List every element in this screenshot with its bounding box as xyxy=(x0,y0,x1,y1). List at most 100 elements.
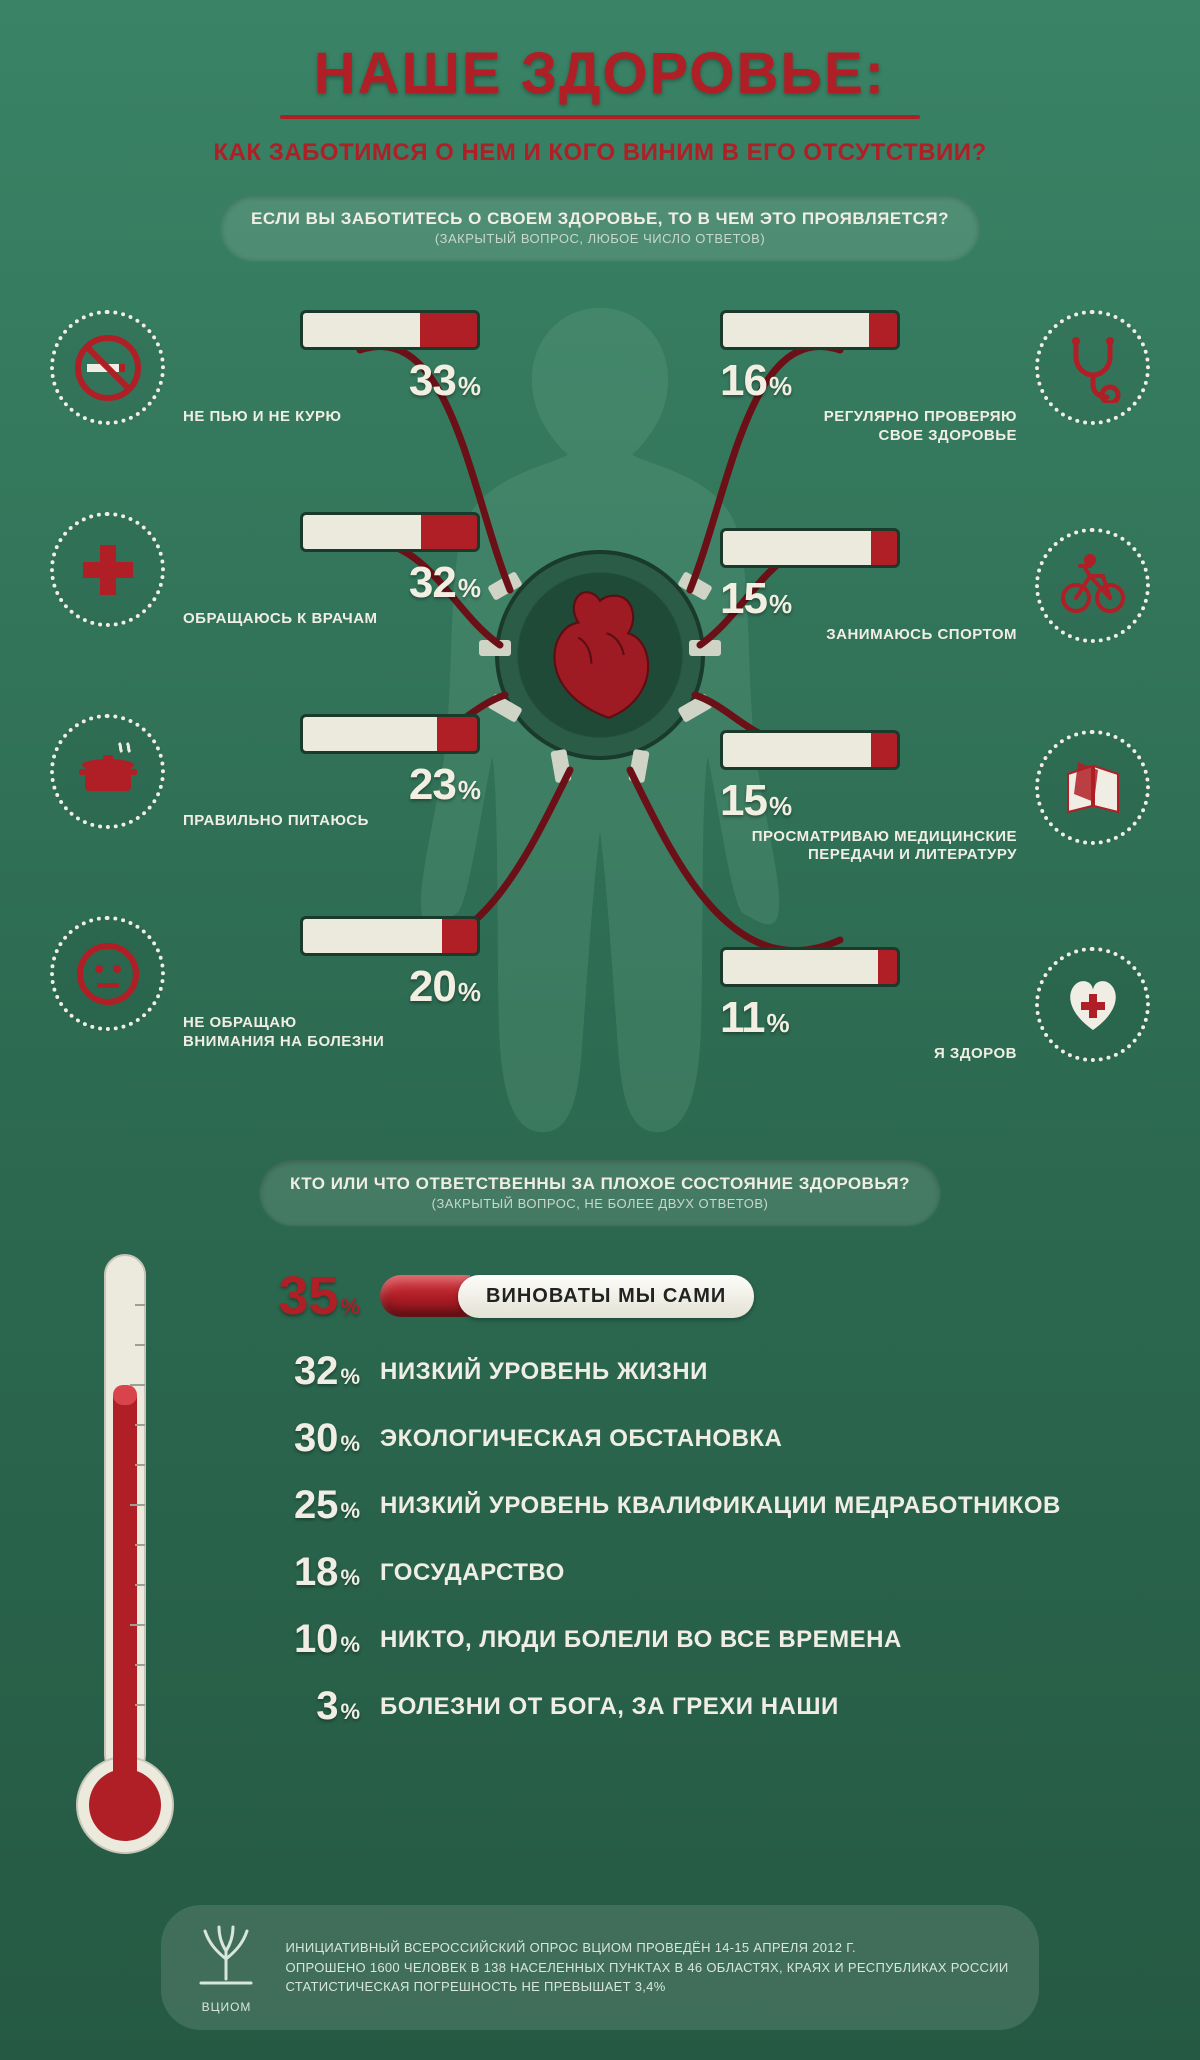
item-body: 20%НЕ ОБРАЩАЮВНИМАНИЯ НА БОЛЕЗНИ xyxy=(183,916,480,1052)
item-body: 32% ОБРАЩАЮСЬ К ВРАЧАМ xyxy=(183,512,480,629)
page-subtitle: КАК ЗАБОТИМСЯ О НЕМ И КОГО ВИНИМ В ЕГО О… xyxy=(50,139,1150,167)
blame-label: ЭКОЛОГИЧЕСКАЯ ОБСТАНОВКА xyxy=(380,1425,782,1453)
blame-label: НИЗКИЙ УРОВЕНЬ КВАЛИФИКАЦИИ МЕДРАБОТНИКО… xyxy=(380,1492,1061,1520)
left-column: 33%НЕ ПЬЮ И НЕ КУРЮ 32% ОБРАЩАЮСЬ К ВРАЧАМ… xyxy=(50,310,480,1134)
battery-empty xyxy=(723,733,871,767)
blame-list: 35% ВИНОВАТЫ МЫ САМИ 32% НИЗКИЙ УРОВЕНЬ ЖИЗ… xyxy=(230,1245,1150,1751)
blame-label: НИКТО, ЛЮДИ БОЛЕЛИ ВО ВСЕ ВРЕМЕНА xyxy=(380,1626,902,1654)
book-icon xyxy=(1035,730,1150,845)
item-label: РЕГУЛЯРНО ПРОВЕРЯЮСВОЕ ЗДОРОВЬЕ xyxy=(720,408,1017,446)
battery-gauge xyxy=(720,310,900,350)
right-column: 16%РЕГУЛЯРНО ПРОВЕРЯЮСВОЕ ЗДОРОВЬЕ15%ЗАН… xyxy=(720,310,1150,1149)
battery-empty xyxy=(723,531,871,565)
item-label: ПРОСМАТРИВАЮ МЕДИЦИНСКИЕПЕРЕДАЧИ И ЛИТЕР… xyxy=(720,828,1017,866)
battery-gauge xyxy=(720,528,900,568)
right-item-3: 11%Я ЗДОРОВ xyxy=(720,947,1150,1067)
footer-line2: ОПРОШЕНО 1600 ЧЕЛОВЕК В 138 НАСЕЛЕННЫХ П… xyxy=(285,1958,1008,1978)
pct-value: 20% xyxy=(183,962,480,1012)
footer-line1: ИНИЦИАТИВНЫЙ ВСЕРОССИЙСКИЙ ОПРОС ВЦИОМ П… xyxy=(285,1938,1008,1958)
left-item-2: 23% ПРАВИЛЬНО ПИТАЮСЬ xyxy=(50,714,480,834)
section2-body: 35% ВИНОВАТЫ МЫ САМИ 32% НИЗКИЙ УРОВЕНЬ ЖИЗ… xyxy=(50,1245,1150,1865)
blame-row-6: 3% БОЛЕЗНИ ОТ БОГА, ЗА ГРЕХИ НАШИ xyxy=(230,1684,1150,1729)
battery-fill xyxy=(437,717,477,751)
battery-gauge xyxy=(720,730,900,770)
blame-pct: 35% xyxy=(230,1265,360,1327)
item-body: 15%ЗАНИМАЮСЬ СПОРТОМ xyxy=(720,528,1017,645)
face-icon xyxy=(50,916,165,1031)
logo-icon xyxy=(191,1921,261,1991)
pill-mercury xyxy=(380,1275,470,1317)
battery-gauge xyxy=(720,947,900,987)
item-label: НЕ ОБРАЩАЮВНИМАНИЯ НА БОЛЕЗНИ xyxy=(183,1014,480,1052)
infographic-root: НАШЕ ЗДОРОВЬЕ: КАК ЗАБОТИМСЯ О НЕМ И КОГ… xyxy=(0,0,1200,2060)
battery-fill xyxy=(421,515,477,549)
blame-row-0: 35% ВИНОВАТЫ МЫ САМИ xyxy=(230,1265,1150,1327)
battery-empty xyxy=(303,515,421,549)
blame-row-4: 18% ГОСУДАРСТВО xyxy=(230,1550,1150,1595)
pct-value: 15% xyxy=(720,776,1017,826)
blame-pct: 18% xyxy=(230,1550,360,1595)
left-item-3: 20%НЕ ОБРАЩАЮВНИМАНИЯ НА БОЛЕЗНИ xyxy=(50,916,480,1052)
left-item-0: 33%НЕ ПЬЮ И НЕ КУРЮ xyxy=(50,310,480,430)
pct-value: 16% xyxy=(720,356,1017,406)
page-title: НАШЕ ЗДОРОВЬЕ: xyxy=(50,40,1150,107)
blame-label: ГОСУДАРСТВО xyxy=(380,1559,565,1587)
item-label: ЗАНИМАЮСЬ СПОРТОМ xyxy=(720,626,1017,645)
heart-plus-icon xyxy=(1035,947,1150,1062)
item-body: 16%РЕГУЛЯРНО ПРОВЕРЯЮСВОЕ ЗДОРОВЬЕ xyxy=(720,310,1017,446)
right-item-0: 16%РЕГУЛЯРНО ПРОВЕРЯЮСВОЕ ЗДОРОВЬЕ xyxy=(720,310,1150,446)
item-label: ОБРАЩАЮСЬ К ВРАЧАМ xyxy=(183,610,480,629)
heart-icon xyxy=(545,590,655,720)
blame-row-1: 32% НИЗКИЙ УРОВЕНЬ ЖИЗНИ xyxy=(230,1349,1150,1394)
battery-gauge xyxy=(300,714,480,754)
blame-pct: 10% xyxy=(230,1617,360,1662)
battery-empty xyxy=(303,717,437,751)
blame-row-3: 25% НИЗКИЙ УРОВЕНЬ КВАЛИФИКАЦИИ МЕДРАБОТН… xyxy=(230,1483,1150,1528)
section2-question: КТО ИЛИ ЧТО ОТВЕТСТВЕННЫ ЗА ПЛОХОЕ СОСТО… xyxy=(260,1160,940,1225)
item-label: Я ЗДОРОВ xyxy=(720,1045,1017,1064)
battery-empty xyxy=(723,950,878,984)
section1-question: ЕСЛИ ВЫ ЗАБОТИТЕСЬ О СВОЕМ ЗДОРОВЬЕ, ТО … xyxy=(221,195,979,260)
red-cross-icon xyxy=(50,512,165,627)
section1-body: 33%НЕ ПЬЮ И НЕ КУРЮ 32% ОБРАЩАЮСЬ К ВРАЧАМ… xyxy=(50,290,1150,1150)
blame-label: БОЛЕЗНИ ОТ БОГА, ЗА ГРЕХИ НАШИ xyxy=(380,1693,839,1721)
battery-fill xyxy=(871,531,897,565)
blame-pct: 32% xyxy=(230,1349,360,1394)
battery-fill xyxy=(878,950,897,984)
footer-logo-wrap: ВЦИОМ xyxy=(191,1921,261,2014)
section2-question-sub: (ЗАКРЫТЫЙ ВОПРОС, НЕ БОЛЕЕ ДВУХ ОТВЕТОВ) xyxy=(290,1196,910,1211)
item-label: ПРАВИЛЬНО ПИТАЮСЬ xyxy=(183,812,480,831)
right-item-2: 15%ПРОСМАТРИВАЮ МЕДИЦИНСКИЕПЕРЕДАЧИ И ЛИ… xyxy=(720,730,1150,866)
footer-line3: СТАТИСТИЧЕСКАЯ ПОГРЕШНОСТЬ НЕ ПРЕВЫШАЕТ … xyxy=(285,1977,1008,1997)
pct-value: 23% xyxy=(183,760,480,810)
battery-empty xyxy=(303,313,420,347)
battery-fill xyxy=(420,313,477,347)
section2-question-main: КТО ИЛИ ЧТО ОТВЕТСТВЕННЫ ЗА ПЛОХОЕ СОСТО… xyxy=(290,1174,910,1194)
stethoscope-icon xyxy=(1035,310,1150,425)
blame-row-5: 10% НИКТО, ЛЮДИ БОЛЕЛИ ВО ВСЕ ВРЕМЕНА xyxy=(230,1617,1150,1662)
item-body: 11%Я ЗДОРОВ xyxy=(720,947,1017,1064)
thermometer-icon xyxy=(75,1245,175,1865)
blame-row-2: 30%ЭКОЛОГИЧЕСКАЯ ОБСТАНОВКА xyxy=(230,1416,1150,1461)
footer-brand: ВЦИОМ xyxy=(191,2000,261,2014)
left-item-1: 32% ОБРАЩАЮСЬ К ВРАЧАМ xyxy=(50,512,480,632)
battery-gauge xyxy=(300,310,480,350)
thermometer-wrap xyxy=(50,1245,200,1865)
item-label: НЕ ПЬЮ И НЕ КУРЮ xyxy=(183,408,480,427)
pot-icon xyxy=(50,714,165,829)
blame-pct: 25% xyxy=(230,1483,360,1528)
blame-pct: 3% xyxy=(230,1684,360,1729)
right-item-1: 15%ЗАНИМАЮСЬ СПОРТОМ xyxy=(720,528,1150,648)
blame-label: ВИНОВАТЫ МЫ САМИ xyxy=(458,1275,754,1318)
battery-gauge xyxy=(300,512,480,552)
item-body: 15%ПРОСМАТРИВАЮ МЕДИЦИНСКИЕПЕРЕДАЧИ И ЛИ… xyxy=(720,730,1017,866)
battery-fill xyxy=(442,919,477,953)
blame-label: НИЗКИЙ УРОВЕНЬ ЖИЗНИ xyxy=(380,1358,708,1386)
battery-fill xyxy=(869,313,897,347)
battery-empty xyxy=(723,313,869,347)
item-body: 33%НЕ ПЬЮ И НЕ КУРЮ xyxy=(183,310,480,427)
pct-value: 32% xyxy=(183,558,480,608)
footer: ВЦИОМ ИНИЦИАТИВНЫЙ ВСЕРОССИЙСКИЙ ОПРОС В… xyxy=(161,1905,1038,2030)
item-body: 23% ПРАВИЛЬНО ПИТАЮСЬ xyxy=(183,714,480,831)
section1-question-main: ЕСЛИ ВЫ ЗАБОТИТЕСЬ О СВОЕМ ЗДОРОВЬЕ, ТО … xyxy=(251,209,949,229)
